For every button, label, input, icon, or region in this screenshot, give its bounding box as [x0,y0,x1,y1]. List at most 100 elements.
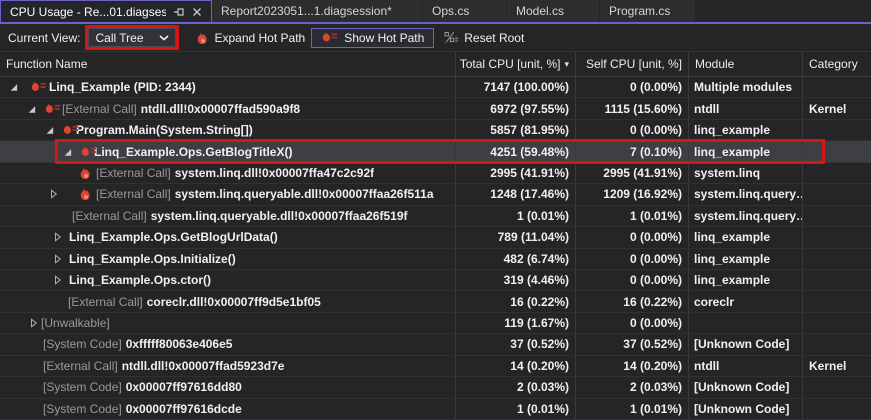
tab-cpu-usage-report[interactable]: CPU Usage - Re...01.diagsession [0,0,212,22]
tab-report-diagsession[interactable]: Report2023051...1.diagsession* [212,0,423,22]
expander-collapsed-icon[interactable] [52,232,63,243]
tab-program-cs[interactable]: Program.cs [600,0,696,22]
table-row[interactable]: Linq_Example.Ops.GetBlogUrlData() 789 (11… [0,227,871,249]
expander-collapsed-icon[interactable] [48,189,59,200]
module-cell: [Unknown Code] [688,377,802,398]
table-row[interactable]: [System Code] 0xfffff80063e406e5 37 (0.52%… [0,334,871,356]
self-cpu-cell: 0 (0.00%) [575,119,688,141]
function-name-cell: Linq_Example.Ops.GetBlogUrlData() [0,227,455,247]
table-row[interactable]: [External Call] ntdll.dll!0x00007ffad5923… [0,355,871,378]
function-name-cell: [System Code] 0x00007ff97616dd80 [0,377,455,397]
table-row[interactable]: [Unwalkable] 119 (1.67%) 0 (0.00%) [0,312,871,335]
tab-label: Program.cs [609,4,671,18]
table-row[interactable]: [External Call] system.linq.queryable.dll… [0,184,871,206]
tab-model-cs[interactable]: Model.cs [507,0,600,22]
view-selector-dropdown[interactable]: Call Tree [88,28,177,47]
total-cpu-cell: 482 (6.74%) [455,248,575,269]
function-name: 0xfffff80063e406e5 [125,337,233,352]
category-cell [802,291,871,312]
expander-expanded-icon[interactable] [8,82,19,93]
table-row[interactable]: [External Call] system.linq.dll!0x00007ff… [0,162,871,185]
self-cpu-cell: 7 (0.10%) [575,141,688,162]
table-row[interactable]: [External Call] ntdll.dll!0x00007ffad590a… [0,98,871,120]
column-header-function-name[interactable]: Function Name [6,57,88,71]
show-hot-path-button[interactable]: Show Hot Path [311,27,435,48]
table-row[interactable]: [External Call] coreclr.dll!0x00007ff9d5e… [0,291,871,313]
module-cell: linq_example [688,269,802,291]
call-tree: Linq_Example (PID: 2344) 7147 (100.00%) 0 … [0,77,871,420]
self-cpu-cell: 37 (0.52%) [575,334,688,355]
view-selector-value: Call Tree [95,30,144,45]
total-cpu-cell: 14 (0.20%) [455,355,575,377]
pin-icon[interactable] [173,6,185,18]
tab-label: Model.cs [516,4,565,18]
function-name: Linq_Example.Ops.ctor() [69,273,212,288]
call-kind-prefix: [System Code] [43,401,122,416]
column-header-total-cpu[interactable]: Total CPU [unit, %] ▾ [455,52,575,76]
category-cell [802,227,871,248]
column-header-category[interactable]: Category [802,52,871,76]
expander-collapsed-icon[interactable] [52,253,63,264]
table-row[interactable]: Linq_Example.Ops.ctor() 319 (4.46%) 0 (0.0… [0,269,871,292]
category-cell [802,162,871,184]
module-cell: ntdll [688,355,802,377]
table-row[interactable]: Linq_Example (PID: 2344) 7147 (100.00%) 0 … [0,77,871,99]
function-name-cell: [External Call] system.linq.queryable.dll… [0,206,455,226]
module-cell: linq_example [688,248,802,269]
category-cell [802,184,871,205]
table-row[interactable]: [System Code] 0x00007ff97616dcde 1 (0.01%)… [0,398,871,420]
view-selector-annotation: Call Tree [85,25,180,50]
total-cpu-cell: 16 (0.22%) [455,291,575,312]
tab-ops-cs[interactable]: Ops.cs [423,0,507,22]
call-kind-prefix: [External Call] [68,294,143,309]
self-cpu-cell: 1 (0.01%) [575,398,688,419]
show-hot-path-label: Show Hot Path [344,30,425,45]
table-row[interactable]: Program.Main(System.String[]) 5857 (81.95… [0,119,871,142]
call-kind-prefix: [External Call] [43,358,118,373]
category-cell [802,119,871,141]
self-cpu-cell: 2995 (41.91%) [575,162,688,184]
chevron-down-icon [159,34,170,41]
category-cell [802,77,871,98]
tab-bar: CPU Usage - Re...01.diagsession Report20… [0,0,871,22]
expander-expanded-icon[interactable] [26,103,37,114]
function-name: Linq_Example.Ops.GetBlogTitleX() [94,144,293,159]
function-name-cell: [External Call] ntdll.dll!0x00007ffad5923… [0,356,455,376]
total-cpu-cell: 37 (0.52%) [455,334,575,355]
expander-expanded-icon[interactable] [44,125,55,136]
flame-icon [78,187,91,201]
table-row[interactable]: [External Call] system.linq.queryable.dll… [0,205,871,228]
expander-expanded-icon[interactable] [62,146,73,157]
module-cell: coreclr [688,291,802,312]
current-view-label: Current View: [8,30,81,45]
category-cell: Kernel [802,355,871,377]
module-cell: system.linq.query… [688,205,802,227]
function-name: system.linq.dll!0x00007ffa47c2c92f [174,165,375,180]
total-cpu-cell: 789 (11.04%) [455,227,575,248]
function-name-cell: [External Call] system.linq.queryable.dll… [0,184,455,204]
expander-collapsed-icon[interactable] [52,275,63,286]
table-row[interactable]: [System Code] 0x00007ff97616dd80 2 (0.03%)… [0,377,871,399]
total-cpu-cell: 1 (0.01%) [455,398,575,419]
module-cell: system.linq.query… [688,184,802,205]
total-cpu-cell: 2995 (41.91%) [455,162,575,184]
module-cell: system.linq [688,162,802,184]
table-row[interactable]: Linq_Example.Ops.GetBlogTitleX() 4251 (59… [0,139,871,164]
close-icon[interactable] [192,7,202,17]
expand-hot-path-label: Expand Hot Path [214,30,306,45]
expander-collapsed-icon[interactable] [28,318,39,329]
table-header: Function Name Total CPU [unit, %] ▾ Self… [0,52,871,77]
call-kind-prefix: [System Code] [43,380,122,395]
function-name: [Unwalkable] [41,316,110,331]
category-cell [802,269,871,291]
toolbar: Current View: Call Tree Expand Hot Path … [0,24,871,52]
function-name: Linq_Example.Ops.GetBlogUrlData() [69,230,278,245]
expand-hot-path-button[interactable]: Expand Hot Path [195,31,305,45]
reset-root-button[interactable]: Reset Root [444,31,524,45]
module-cell: linq_example [688,119,802,141]
table-row[interactable]: Linq_Example.Ops.Initialize() 482 (6.74%)… [0,248,871,270]
column-header-self-cpu[interactable]: Self CPU [unit, %] [575,52,688,76]
column-header-module[interactable]: Module [688,52,802,76]
self-cpu-cell: 1209 (16.92%) [575,184,688,205]
